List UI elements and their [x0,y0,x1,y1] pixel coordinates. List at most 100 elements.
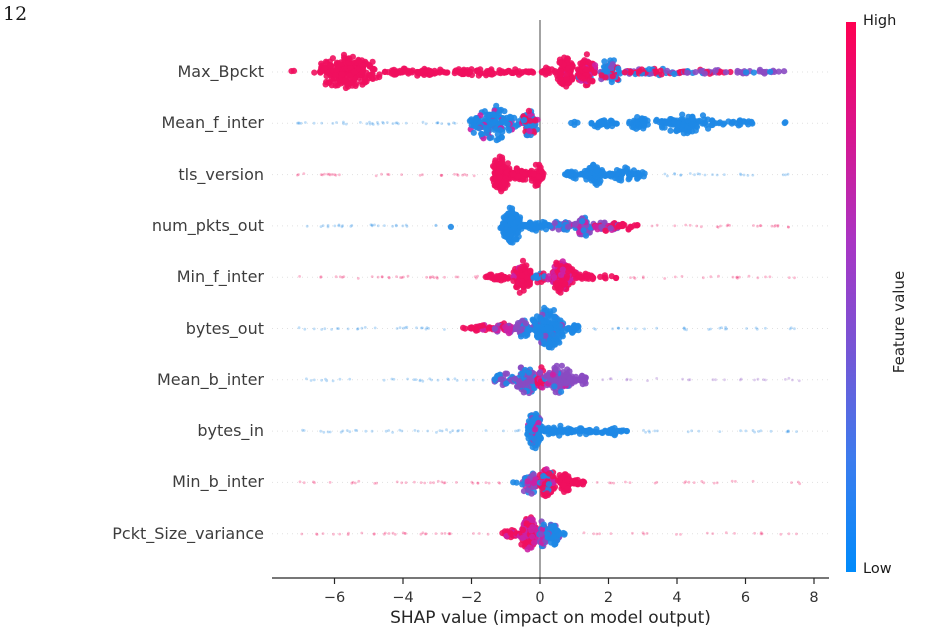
shap-dot [356,57,363,64]
shap-dot [593,167,601,174]
shap-dot [724,531,728,535]
shap-dot [557,378,564,385]
shap-dot [553,261,560,268]
shap-dot [348,430,352,434]
shap-dot [549,371,557,378]
shap-dot [483,111,490,118]
shap-dot [486,532,490,536]
shap-dot [675,533,678,536]
shap-dot [642,428,645,432]
shap-dot [726,223,730,227]
shap-dot [602,275,609,282]
shap-dot [479,322,486,329]
shap-dot [363,326,367,329]
shap-dot [402,275,405,279]
shap-dot [647,429,651,433]
shap-dot [607,225,614,232]
shap-dot [502,370,509,377]
shap-dot [490,111,497,118]
shap-dot [682,326,686,330]
shap-dot [795,430,798,433]
x-tick-label: −4 [392,590,413,606]
shap-dot [655,377,659,380]
shap-dot [399,276,402,279]
shap-dot [426,429,430,433]
shap-dot [646,379,649,383]
shap-dot [373,223,376,227]
shap-dot [436,378,440,382]
shap-dot [585,59,592,66]
shap-dot [633,277,637,280]
shap-dot [641,275,645,279]
shap-dot [550,533,557,540]
shap-dot [507,210,514,217]
shap-dot [719,224,722,228]
shap-dot [739,173,743,177]
shap-dot [522,222,530,230]
x-tick-label: −2 [461,590,482,606]
shap-dot [545,325,552,333]
shap-dot [454,275,458,279]
shap-dot [406,377,409,381]
shap-dot [727,68,734,76]
shap-dot [447,532,451,536]
shap-dot [715,481,719,485]
shap-dot [301,428,304,432]
shap-dot [740,118,748,125]
feature-label-num_pkts_out: num_pkts_out [151,215,264,235]
shap-dot [473,275,477,278]
shap-dot [484,126,492,133]
shap-dot [427,327,430,330]
shap-dot [419,326,423,330]
shap-dot [509,171,517,178]
shap-dot [364,429,368,433]
shap-dot [601,219,608,226]
shap-dot [497,481,501,484]
shap-dot [354,428,357,432]
shap-dot [391,224,394,228]
shap-dot [376,224,380,228]
shap-dot [756,276,760,280]
shap-dot [573,324,580,332]
shap-dot [440,480,444,484]
shap-dot [730,479,734,483]
shap-dot [330,328,333,331]
shap-dot [556,476,563,483]
shap-dot [394,224,398,228]
shap-dot [297,121,301,125]
shap-dot [764,326,767,330]
shap-dot [572,378,579,385]
shap-dot [701,70,708,77]
shap-dot [421,379,425,383]
shap-dot [680,275,684,278]
shap-dot [798,482,802,486]
shap-dot [549,318,556,325]
shap-dot [319,275,323,278]
shap-dot [319,429,323,433]
shap-dot [341,429,345,433]
shap-dot [775,68,782,75]
shap-dot [376,122,380,126]
shap-dot [320,121,324,125]
shap-dot [795,532,798,536]
shap-dot [626,327,629,330]
shap-dot [501,108,508,115]
shap-dot [390,377,394,381]
shap-dot [768,275,772,279]
shap-dot [519,257,527,264]
shap-dot [404,223,408,227]
shap-dot [684,69,691,76]
shap-dot [781,68,788,75]
shap-dot [341,224,344,228]
shap-dot [328,173,332,177]
shap-dot [451,429,455,432]
shap-dot [491,376,498,383]
shap-dot [796,480,800,484]
shap-dot [701,276,705,280]
shap-dot [743,69,750,76]
shap-dot [360,531,364,535]
shap-dot [580,479,587,486]
shap-dot [781,173,785,177]
shap-dot [692,69,699,76]
shap-dot [302,172,306,176]
